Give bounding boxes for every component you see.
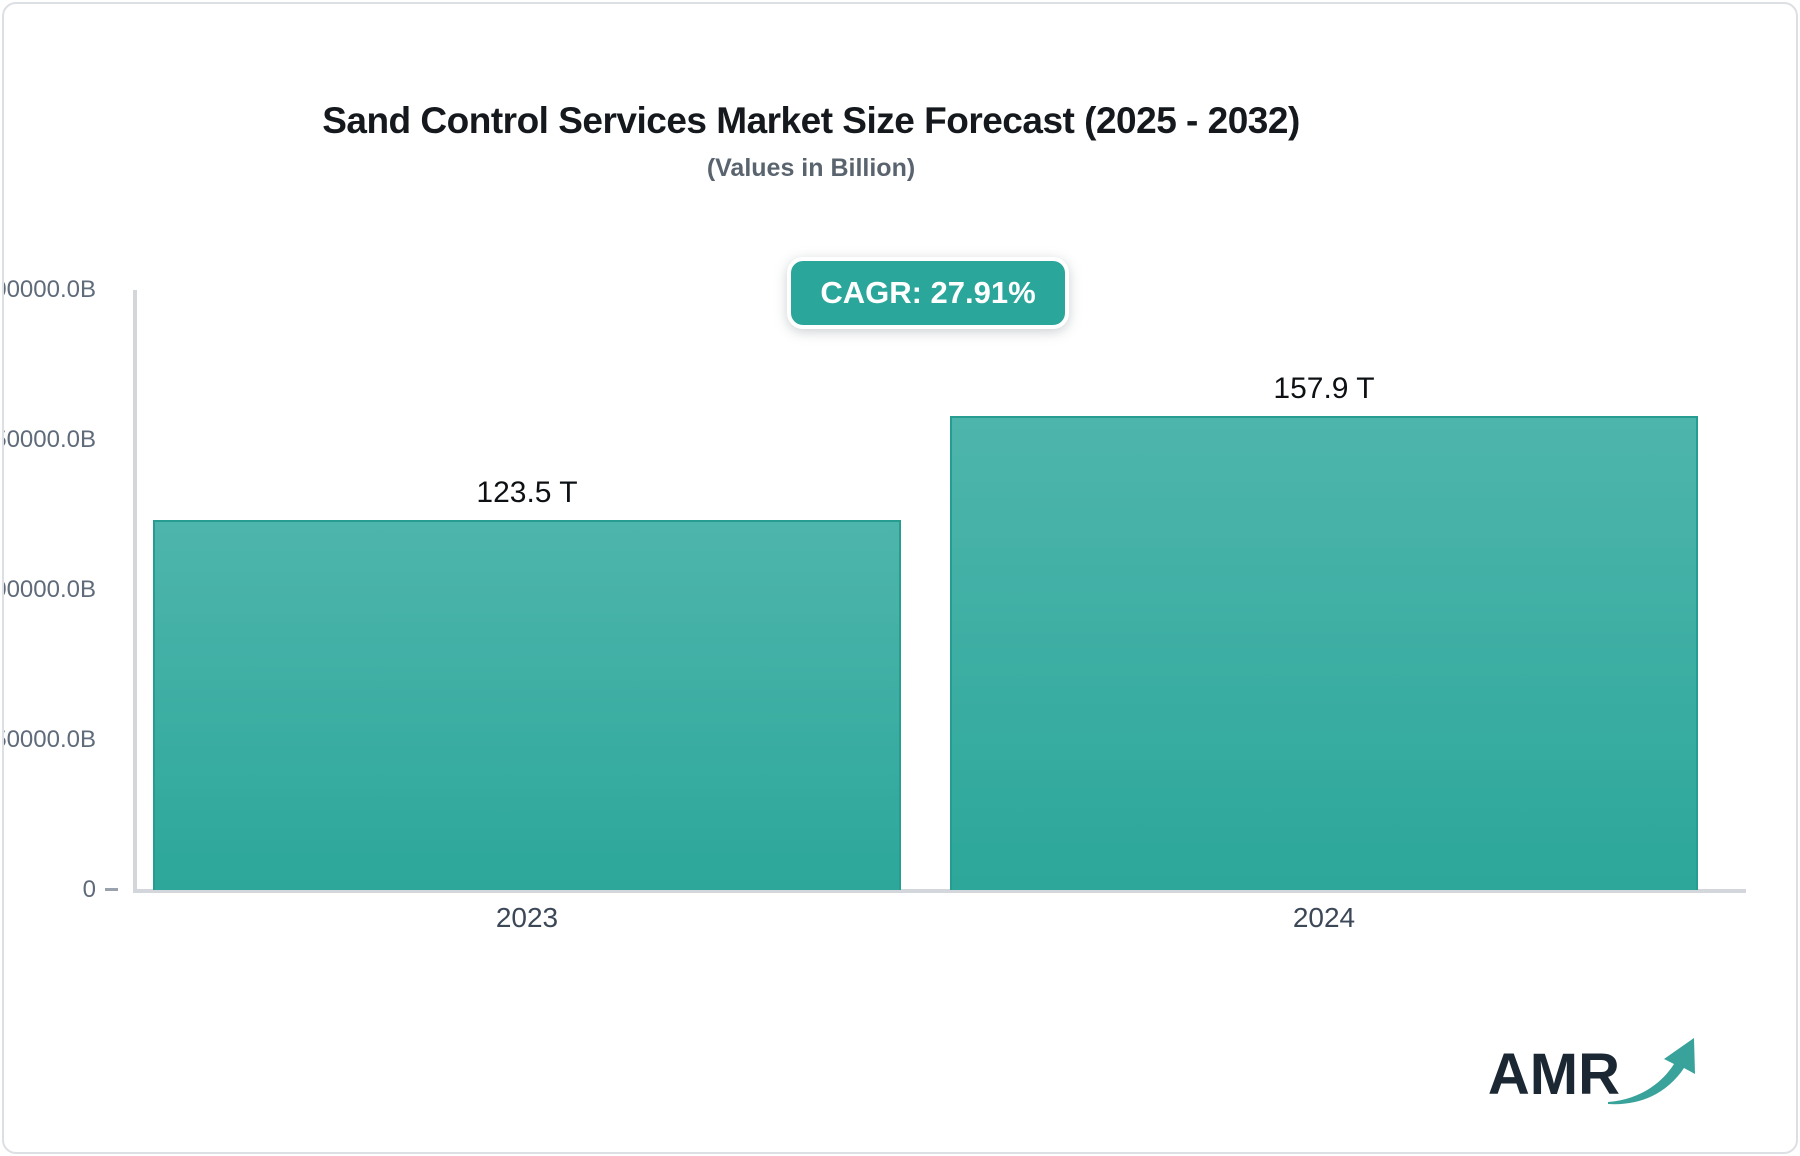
cagr-badge: CAGR: 27.91% bbox=[787, 257, 1069, 329]
y-tick-label: 200000.0B bbox=[4, 276, 96, 303]
bar-2024 bbox=[950, 416, 1698, 890]
growth-arrow-icon bbox=[1608, 1038, 1695, 1105]
amr-logo: AMR bbox=[1487, 1034, 1698, 1107]
bar-2023 bbox=[153, 519, 901, 890]
y-tick-label: 150000.0B bbox=[4, 426, 96, 453]
x-axis-line bbox=[133, 889, 1746, 893]
amr-logo-text: AMR bbox=[1487, 1042, 1620, 1107]
y-tick-label: 50000.0B bbox=[2, 726, 96, 753]
chart-subtitle: (Values in Billion) bbox=[706, 154, 916, 182]
y-tick-label: 0 bbox=[82, 876, 96, 903]
bar-value-label: 157.9 T bbox=[1273, 372, 1375, 406]
cagr-badge-label: CAGR: 27.91% bbox=[820, 275, 1036, 310]
bar-value-label: 123.5 T bbox=[476, 475, 578, 509]
x-category-label: 2023 bbox=[495, 902, 559, 933]
y-axis-line bbox=[133, 290, 137, 893]
chart-title: Sand Control Services Market Size Foreca… bbox=[322, 100, 1300, 141]
y-tick-label: 100000.0B bbox=[4, 576, 96, 603]
x-category-label: 2024 bbox=[1292, 902, 1356, 933]
zero-tick-mark bbox=[105, 888, 118, 891]
